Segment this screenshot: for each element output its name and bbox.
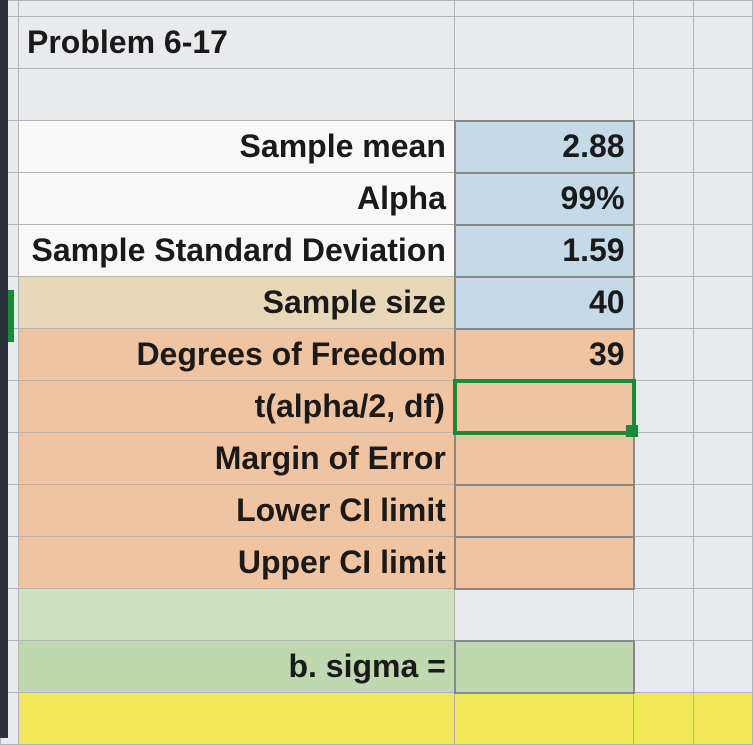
title-row[interactable]: Problem 6-17 [1,17,753,69]
label-sigma[interactable]: b. sigma = [18,641,454,693]
spacer-row-1[interactable] [1,69,753,121]
value-dof[interactable]: 39 [455,329,634,381]
row-sigma[interactable]: b. sigma = [1,641,753,693]
header-strip [1,1,753,17]
row-yellow[interactable] [1,693,753,745]
value-sample-mean[interactable]: 2.88 [455,121,634,173]
label-sample-size[interactable]: Sample size [18,277,454,329]
spacer-row-ltgreen[interactable] [1,589,753,641]
value-sample-size[interactable]: 40 [455,277,634,329]
label-lcl[interactable]: Lower CI limit [18,485,454,537]
label-t-alpha[interactable]: t(alpha/2, df) [18,381,454,433]
row-lcl[interactable]: Lower CI limit [1,485,753,537]
label-sample-mean[interactable]: Sample mean [18,121,454,173]
value-alpha[interactable]: 99% [455,173,634,225]
row-t-alpha[interactable]: t(alpha/2, df) [1,381,753,433]
value-moe[interactable] [455,433,634,485]
value-sigma[interactable] [455,641,634,693]
row-indicator [8,290,14,342]
left-gutter-dark [0,0,8,738]
value-ssd[interactable]: 1.59 [455,225,634,277]
row-sample-mean[interactable]: Sample mean 2.88 [1,121,753,173]
value-lcl[interactable] [455,485,634,537]
label-ucl[interactable]: Upper CI limit [18,537,454,589]
row-dof[interactable]: Degrees of Freedom 39 [1,329,753,381]
problem-title[interactable]: Problem 6-17 [18,17,454,69]
label-dof[interactable]: Degrees of Freedom [18,329,454,381]
spreadsheet-grid[interactable]: Problem 6-17 Sample mean 2.88 Alpha 99% … [0,0,753,745]
label-ssd[interactable]: Sample Standard Deviation [18,225,454,277]
row-ssd[interactable]: Sample Standard Deviation 1.59 [1,225,753,277]
row-moe[interactable]: Margin of Error [1,433,753,485]
value-ucl[interactable] [455,537,634,589]
spreadsheet-sheet: Problem 6-17 Sample mean 2.88 Alpha 99% … [0,0,753,738]
row-sample-size[interactable]: Sample size 40 [1,277,753,329]
row-ucl[interactable]: Upper CI limit [1,537,753,589]
label-moe[interactable]: Margin of Error [18,433,454,485]
label-alpha[interactable]: Alpha [18,173,454,225]
value-t-alpha-selected-cell[interactable] [455,381,634,433]
row-alpha[interactable]: Alpha 99% [1,173,753,225]
